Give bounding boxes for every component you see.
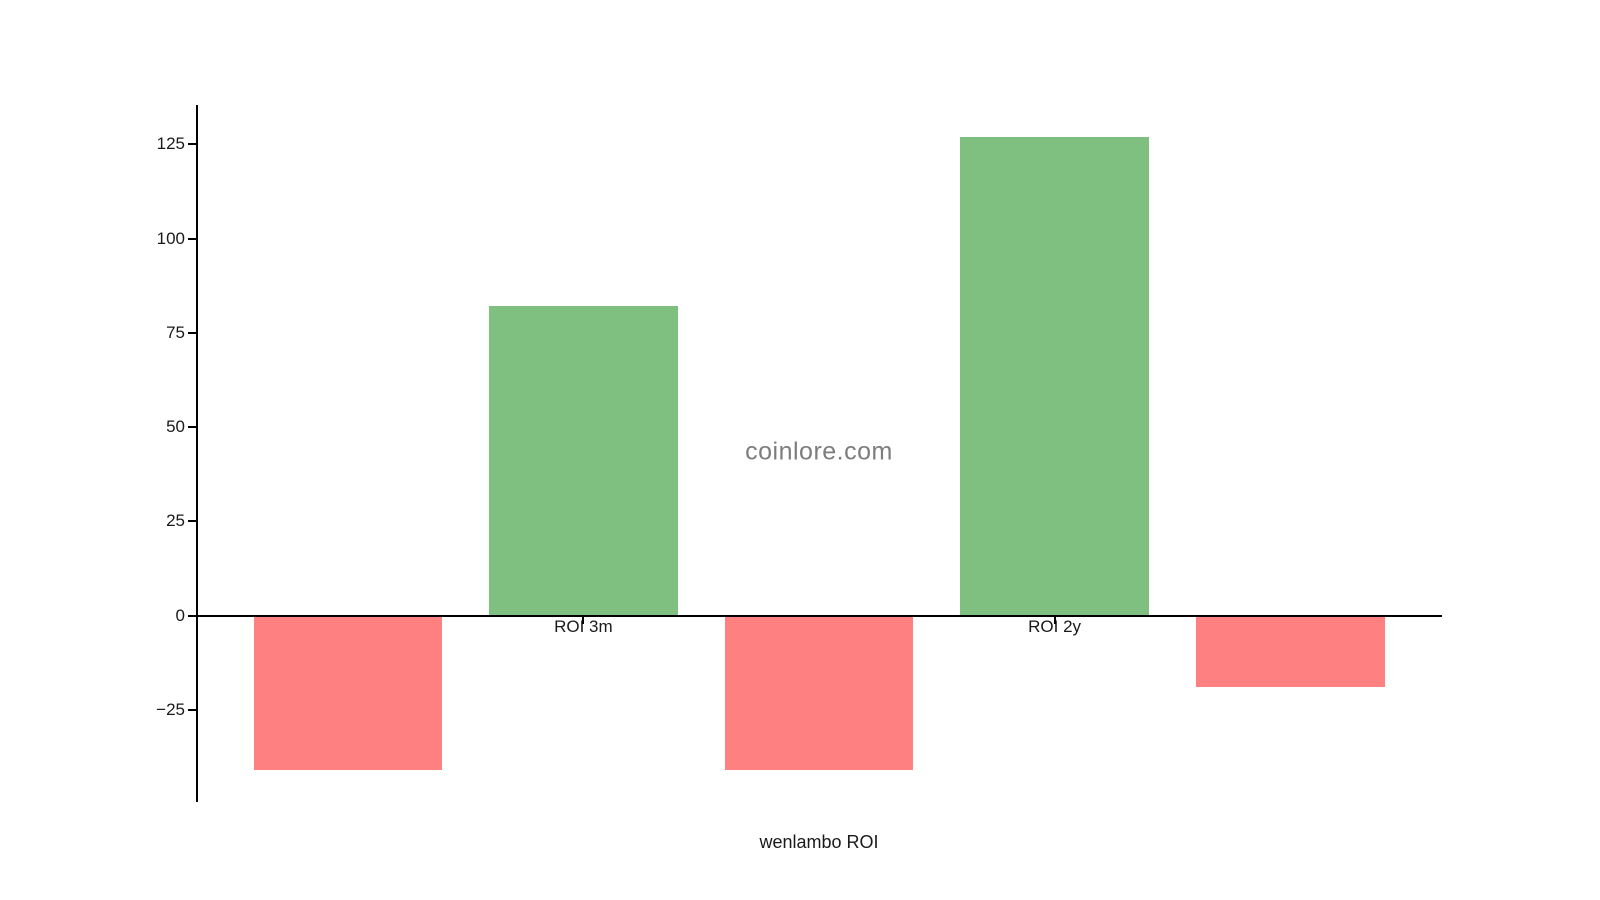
x-tick-mark xyxy=(1053,615,1056,624)
y-tick-mark xyxy=(188,331,197,334)
y-tick-label: −25 xyxy=(156,700,185,719)
x-tick-label: ROI 2y xyxy=(1028,616,1082,636)
bar-series-0 xyxy=(253,615,442,771)
x-axis-zero-line xyxy=(197,615,1442,617)
y-tick-label: 100 xyxy=(156,228,185,248)
y-tick-mark xyxy=(188,237,197,240)
y-tick-mark xyxy=(188,614,197,617)
bar-roi-3m xyxy=(489,306,678,616)
y-axis-line xyxy=(196,105,198,802)
y-tick-label: 125 xyxy=(156,134,185,154)
y-tick-label: 75 xyxy=(166,322,185,342)
y-tick-label: 25 xyxy=(166,511,185,531)
y-tick-mark xyxy=(188,426,197,429)
bar-roi-2y xyxy=(960,136,1149,616)
x-tick-label: ROI 3m xyxy=(554,616,613,636)
y-tick-mark xyxy=(188,709,197,711)
x-tick-mark xyxy=(582,615,585,624)
y-tick-mark xyxy=(188,143,197,146)
y-tick-label: 50 xyxy=(166,417,185,437)
y-tick-label: 0 xyxy=(175,605,185,625)
bar-series-2 xyxy=(724,615,914,771)
bar-series-4 xyxy=(1196,615,1385,688)
watermark-text: coinlore.com xyxy=(745,437,893,466)
x-axis-title: wenlambo ROI xyxy=(759,832,879,852)
y-tick-mark xyxy=(188,520,197,523)
